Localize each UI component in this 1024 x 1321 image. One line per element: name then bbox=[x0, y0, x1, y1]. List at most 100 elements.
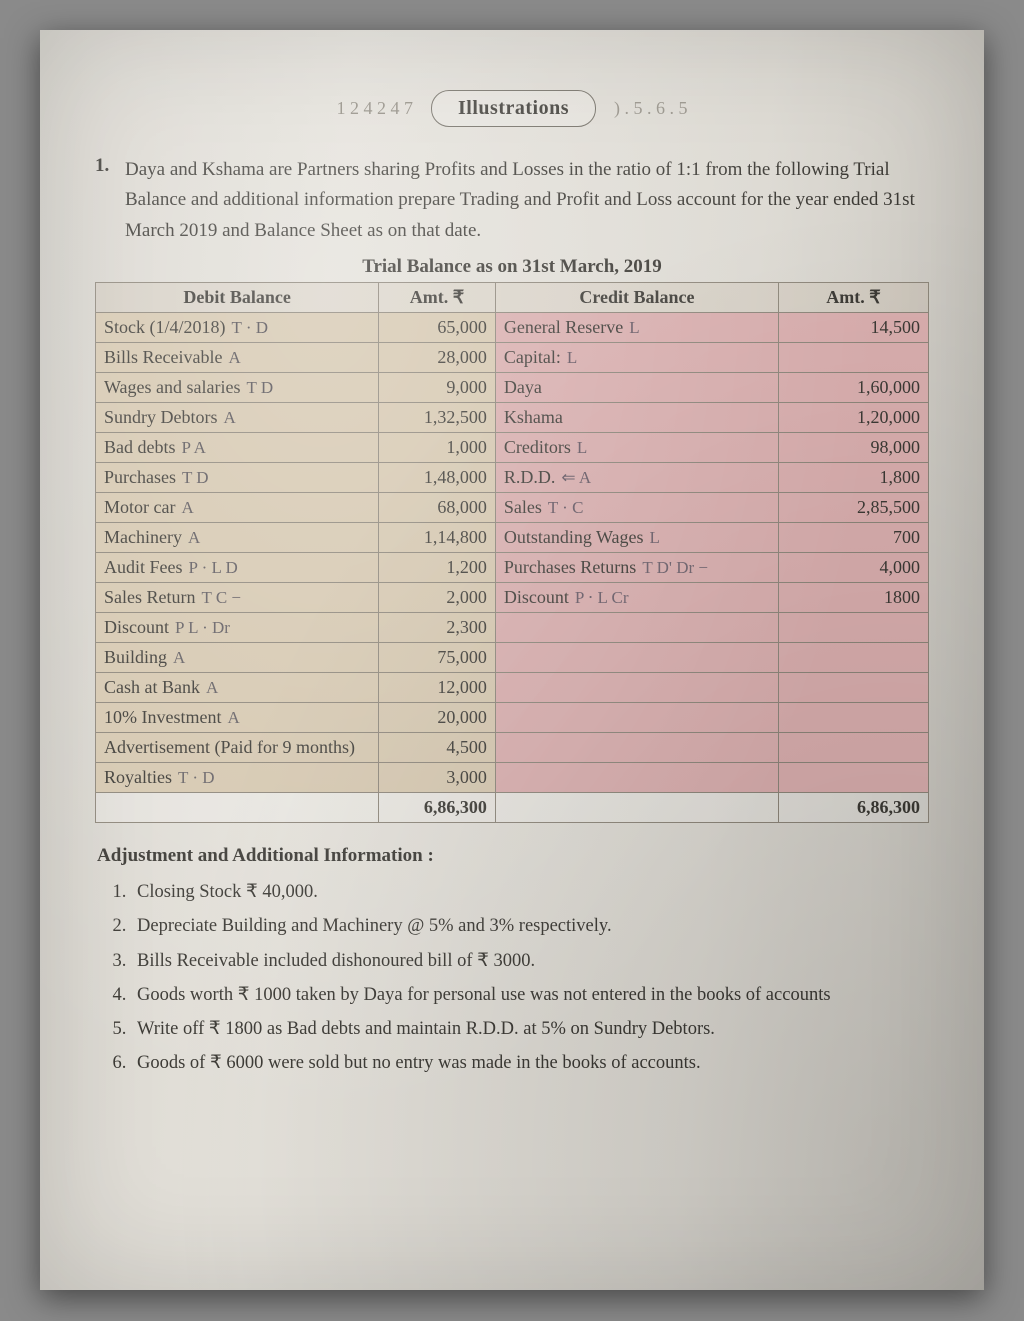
table-row: Sundry DebtorsA1,32,500 Kshama1,20,000 bbox=[96, 403, 929, 433]
question-number: 1. bbox=[95, 155, 125, 177]
debit-cell: Advertisement (Paid for 9 months) bbox=[96, 733, 379, 763]
credit-amount bbox=[779, 643, 929, 673]
debit-amount: 9,000 bbox=[379, 373, 496, 403]
handwritten-annotation: T C − bbox=[202, 588, 242, 607]
debit-cell: Audit FeesP · L D bbox=[96, 553, 379, 583]
debit-amount: 2,300 bbox=[379, 613, 496, 643]
table-row: Advertisement (Paid for 9 months)4,500 bbox=[96, 733, 929, 763]
handwritten-annotation: A bbox=[188, 528, 200, 547]
credit-cell bbox=[495, 733, 778, 763]
handwritten-annotation: L bbox=[650, 528, 660, 547]
table-row: Bills ReceivableA28,000Capital:L bbox=[96, 343, 929, 373]
credit-cell: Daya bbox=[495, 373, 778, 403]
handwritten-annotation: A bbox=[181, 498, 193, 517]
col-amt-right: Amt. ₹ bbox=[779, 283, 929, 313]
credit-amount bbox=[779, 703, 929, 733]
debit-cell: Wages and salariesT D bbox=[96, 373, 379, 403]
credit-amount: 98,000 bbox=[779, 433, 929, 463]
credit-cell bbox=[495, 673, 778, 703]
credit-cell bbox=[495, 703, 778, 733]
debit-cell: PurchasesT D bbox=[96, 463, 379, 493]
table-row: RoyaltiesT · D3,000 bbox=[96, 763, 929, 793]
credit-amount bbox=[779, 733, 929, 763]
handwritten-annotation: A bbox=[228, 348, 240, 367]
handwritten-annotation: T D bbox=[247, 378, 274, 397]
debit-amount: 3,000 bbox=[379, 763, 496, 793]
adjustment-item: Bills Receivable included dishonoured bi… bbox=[131, 944, 929, 978]
debit-cell: Sundry DebtorsA bbox=[96, 403, 379, 433]
credit-cell: General ReserveL bbox=[495, 313, 778, 343]
debit-amount: 12,000 bbox=[379, 673, 496, 703]
debit-amount: 28,000 bbox=[379, 343, 496, 373]
credit-cell bbox=[495, 613, 778, 643]
handwritten-annotation: T D' Dr − bbox=[642, 558, 708, 577]
table-row: Cash at BankA12,000 bbox=[96, 673, 929, 703]
adjustment-item: Write off ₹ 1800 as Bad debts and mainta… bbox=[131, 1012, 929, 1046]
adjustment-item: Goods of ₹ 6000 were sold but no entry w… bbox=[131, 1046, 929, 1080]
debit-cell: MachineryA bbox=[96, 523, 379, 553]
debit-amount: 1,200 bbox=[379, 553, 496, 583]
table-row: BuildingA75,000 bbox=[96, 643, 929, 673]
handwritten-annotation: T D bbox=[182, 468, 209, 487]
handwriting-left: 1 2 4 2 4 7 bbox=[337, 98, 414, 118]
handwritten-annotation: P L · Dr bbox=[175, 618, 230, 637]
handwriting-right: ) . 5 . 6 . 5 bbox=[614, 98, 688, 118]
debit-amount: 1,32,500 bbox=[379, 403, 496, 433]
table-row: 10% InvestmentA20,000 bbox=[96, 703, 929, 733]
table-row: Stock (1/4/2018)T · D65,000General Reser… bbox=[96, 313, 929, 343]
credit-amount: 4,000 bbox=[779, 553, 929, 583]
handwritten-annotation: L bbox=[629, 318, 639, 337]
credit-amount: 1,60,000 bbox=[779, 373, 929, 403]
debit-cell: RoyaltiesT · D bbox=[96, 763, 379, 793]
credit-cell: Outstanding WagesL bbox=[495, 523, 778, 553]
credit-amount: 1,800 bbox=[779, 463, 929, 493]
handwritten-annotation: P A bbox=[182, 438, 206, 457]
trial-balance-title: Trial Balance as on 31st March, 2019 bbox=[95, 256, 929, 278]
debit-amount: 1,48,000 bbox=[379, 463, 496, 493]
credit-cell bbox=[495, 763, 778, 793]
credit-cell: DiscountP ⋅ L Cr bbox=[495, 583, 778, 613]
col-debit: Debit Balance bbox=[96, 283, 379, 313]
table-row: Bad debtsP A1,000CreditorsL98,000 bbox=[96, 433, 929, 463]
total-left: 6,86,300 bbox=[379, 793, 496, 823]
adjustments-title: Adjustment and Additional Information : bbox=[97, 845, 929, 867]
handwritten-annotation: A bbox=[206, 678, 218, 697]
debit-amount: 2,000 bbox=[379, 583, 496, 613]
table-row: Wages and salariesT D9,000 Daya1,60,000 bbox=[96, 373, 929, 403]
table-row: MachineryA1,14,800Outstanding WagesL700 bbox=[96, 523, 929, 553]
debit-cell: Bills ReceivableA bbox=[96, 343, 379, 373]
adjustment-item: Closing Stock ₹ 40,000. bbox=[131, 875, 929, 909]
handwritten-annotation: T · D bbox=[178, 768, 215, 787]
handwritten-annotation: L bbox=[567, 348, 577, 367]
handwritten-annotation: A bbox=[227, 708, 239, 727]
credit-cell: Capital:L bbox=[495, 343, 778, 373]
handwritten-annotation: A bbox=[224, 408, 236, 427]
handwritten-annotation: T · D bbox=[232, 318, 269, 337]
question-block: 1. Daya and Kshama are Partners sharing … bbox=[95, 155, 929, 246]
table-row: Sales ReturnT C −2,000DiscountP ⋅ L Cr18… bbox=[96, 583, 929, 613]
handwritten-annotation: T · C bbox=[548, 498, 584, 517]
debit-amount: 1,000 bbox=[379, 433, 496, 463]
table-header-row: Debit Balance Amt. ₹ Credit Balance Amt.… bbox=[96, 283, 929, 313]
debit-cell: Motor carA bbox=[96, 493, 379, 523]
credit-amount bbox=[779, 343, 929, 373]
handwritten-annotation: ⇐ A bbox=[561, 468, 591, 487]
table-row: DiscountP L · Dr2,300 bbox=[96, 613, 929, 643]
credit-amount: 14,500 bbox=[779, 313, 929, 343]
credit-amount: 1,20,000 bbox=[779, 403, 929, 433]
credit-cell bbox=[495, 643, 778, 673]
credit-amount bbox=[779, 763, 929, 793]
adjustments-list: Closing Stock ₹ 40,000.Depreciate Buildi… bbox=[103, 875, 929, 1080]
credit-amount bbox=[779, 673, 929, 703]
adjustment-item: Goods worth ₹ 1000 taken by Daya for per… bbox=[131, 978, 929, 1012]
credit-cell: CreditorsL bbox=[495, 433, 778, 463]
total-row: 6,86,300 6,86,300 bbox=[96, 793, 929, 823]
debit-cell: Cash at BankA bbox=[96, 673, 379, 703]
trial-balance-table: Debit Balance Amt. ₹ Credit Balance Amt.… bbox=[95, 282, 929, 823]
table-row: PurchasesT D1,48,000R.D.D.⇐ A1,800 bbox=[96, 463, 929, 493]
debit-cell: Sales ReturnT C − bbox=[96, 583, 379, 613]
credit-amount: 2,85,500 bbox=[779, 493, 929, 523]
debit-cell: BuildingA bbox=[96, 643, 379, 673]
debit-amount: 65,000 bbox=[379, 313, 496, 343]
col-amt-left: Amt. ₹ bbox=[379, 283, 496, 313]
